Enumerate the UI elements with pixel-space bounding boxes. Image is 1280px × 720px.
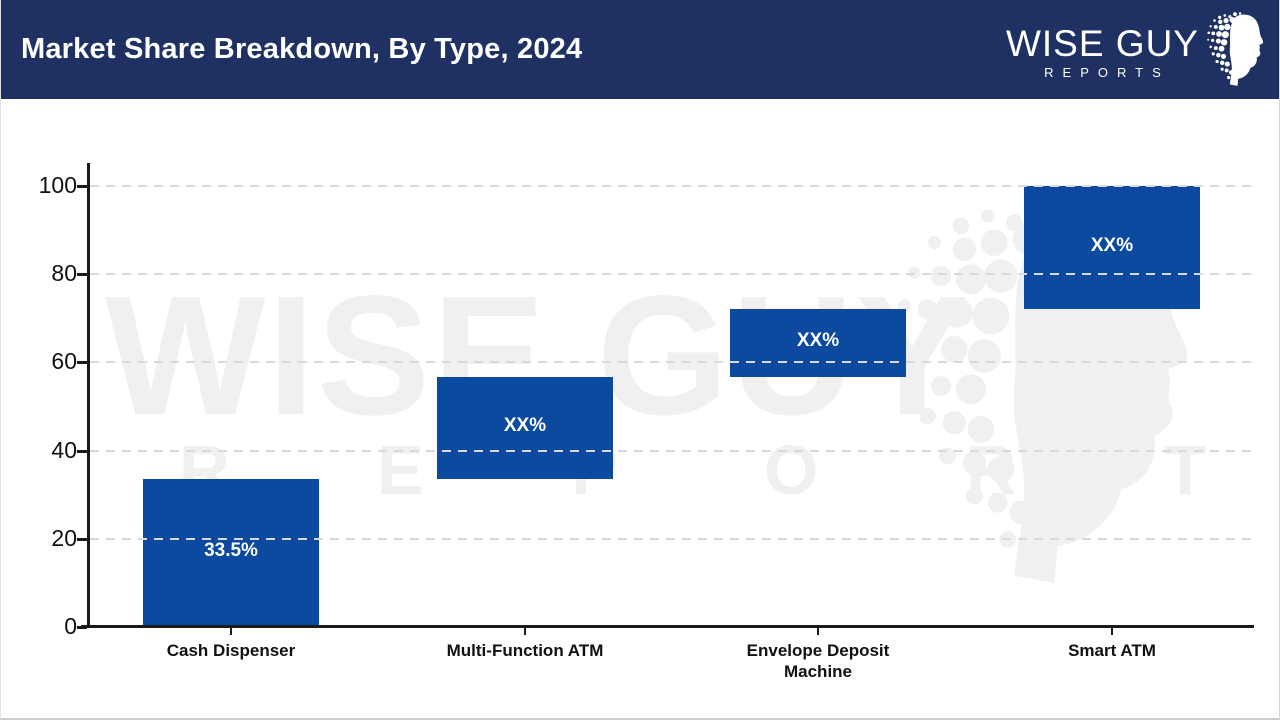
watermark-text-secondary: R E P O R T S	[179, 431, 1279, 509]
bar-value-label: XX%	[796, 329, 840, 351]
header-bar: Market Share Breakdown, By Type, 2024 WI…	[1, 0, 1279, 99]
gridline-40	[90, 449, 1254, 452]
x-tick-0	[230, 628, 232, 635]
category-label-0: Cash Dispenser	[166, 641, 296, 660]
y-tick-100	[77, 185, 87, 188]
bar-envelope-deposit-machine	[730, 309, 906, 377]
y-tick-label-20: 20	[51, 524, 77, 551]
logo-text-secondary: REPORTS	[1044, 65, 1170, 80]
y-tick-label-100: 100	[38, 172, 77, 198]
logo-wordmark: WISE GUY REPORTS	[1005, 23, 1199, 81]
y-tick-label-0: 0	[64, 613, 77, 639]
gridline-20	[90, 537, 1254, 540]
bar-cash-dispenser	[143, 479, 319, 627]
y-tick-label-80: 80	[51, 260, 77, 287]
category-label-2: Envelope Deposit Machine	[746, 641, 890, 681]
logo-head-icon	[1207, 11, 1264, 86]
y-tick-label-40: 40	[51, 436, 77, 463]
y-tick-0	[77, 626, 87, 629]
wiseguy-logo: WISE GUY REPORTS	[1006, 8, 1267, 92]
bar-multi-function-atm	[437, 376, 613, 480]
y-tick-20	[77, 537, 87, 541]
gridline-60	[90, 361, 1254, 364]
y-axis-line	[87, 163, 90, 628]
bar-value-label: 33.5%	[204, 540, 258, 562]
y-tick-40	[77, 449, 87, 453]
category-label-3: Smart ATM	[1068, 641, 1156, 660]
gridline-100	[90, 185, 1254, 187]
chart-title: Market Share Breakdown, By Type, 2024	[21, 33, 583, 65]
logo-text-primary: WISE GUY	[1005, 23, 1199, 64]
x-tick-1	[524, 628, 526, 635]
x-axis-line	[81, 625, 1254, 628]
y-tick-60	[77, 361, 87, 365]
x-tick-3	[1111, 628, 1113, 635]
x-tick-2	[817, 628, 819, 635]
bar-value-label: XX%	[1090, 234, 1134, 256]
y-tick-80	[77, 273, 87, 277]
y-tick-label-60: 60	[51, 348, 77, 375]
category-label-1: Multi-Function ATM	[446, 641, 604, 660]
gridline-80	[90, 273, 1254, 276]
bar-value-label: XX%	[503, 414, 547, 436]
